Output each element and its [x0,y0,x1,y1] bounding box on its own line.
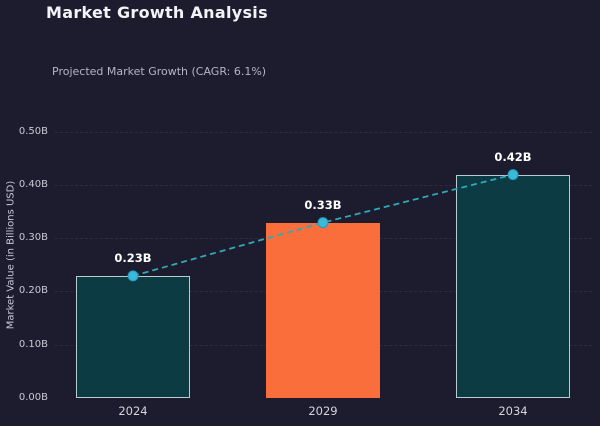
value-label-2029: 0.33B [304,197,342,212]
trend-marker-2024 [127,270,139,282]
gridline [55,184,592,186]
value-label-2034: 0.42B [494,149,532,164]
x-tick-label-2034: 2034 [498,404,528,418]
x-tick-label-2024: 2024 [118,404,148,418]
chart-title: Market Growth Analysis [46,3,268,22]
trend-marker-2029 [317,217,329,229]
y-tick-label: 0.40B [18,178,48,190]
bar-2029 [266,222,380,399]
y-tick-label: 0.10B [18,338,48,350]
y-tick-label: 0.00B [18,392,48,403]
trend-marker-2034 [507,169,519,181]
trend-line [132,173,514,277]
y-tick-label: 0.30B [18,232,48,244]
y-tick-label: 0.50B [18,125,48,137]
chart-subtitle: Projected Market Growth (CAGR: 6.1%) [52,65,267,78]
x-tick-label-2029: 2029 [308,404,338,418]
value-label-2024: 0.23B [114,250,152,265]
gridline [55,131,592,133]
y-tick-label: 0.20B [18,285,48,297]
